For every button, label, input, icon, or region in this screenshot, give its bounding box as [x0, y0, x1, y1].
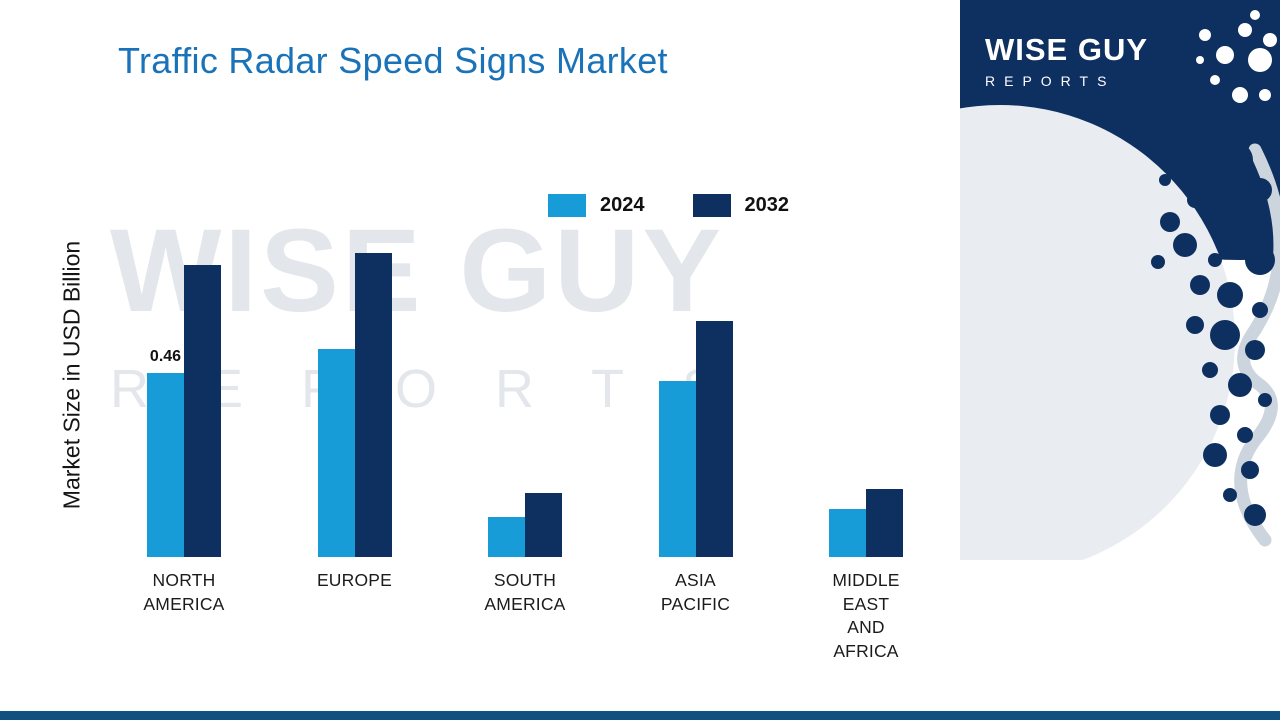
brand-logo: WISE GUY REPORTS — [985, 34, 1148, 88]
category-label: NORTH AMERICA — [143, 570, 225, 614]
bar-2032-asia — [695, 321, 733, 557]
legend-label: 2024 — [600, 194, 645, 216]
category-group: ASIA PACIFIC — [617, 321, 775, 614]
legend-item-2032: 2032 — [692, 194, 790, 217]
bar-2032-north — [184, 265, 221, 557]
category-group: SOUTH AMERICA — [446, 493, 604, 614]
dot-pattern-navy — [1151, 136, 1275, 526]
bar-2032-south — [525, 493, 562, 557]
bar-2024-asia — [658, 381, 696, 557]
bar-2032-europe — [354, 253, 392, 557]
bar-pair — [658, 321, 733, 557]
chart-legend: 2024 2032 — [548, 194, 789, 217]
bar-groups: 0.46 NORTH AMERICA EUROPE SOUTH AMERICA ASIA… — [105, 253, 945, 661]
category-label: EUROPE — [316, 570, 393, 590]
decorative-corner-graphic — [960, 0, 1280, 560]
y-axis-label: Market Size in USD Billion — [58, 240, 85, 510]
bar-2024-middle — [829, 509, 866, 557]
category-group: EUROPE — [276, 253, 434, 590]
category-label: ASIA PACIFIC — [660, 570, 731, 614]
legend-swatch — [692, 194, 731, 217]
bottom-accent-bar — [0, 711, 1280, 720]
bar-pair — [829, 489, 903, 557]
bar-pair — [317, 253, 392, 557]
bar-2024-south — [488, 517, 525, 557]
category-group: 0.46 NORTH AMERICA — [105, 265, 263, 614]
legend-label: 2032 — [744, 194, 790, 216]
legend-swatch — [548, 194, 586, 217]
dot-pattern-white — [1196, 10, 1277, 103]
category-group: MIDDLE EAST AND AFRICA — [787, 489, 945, 661]
legend-item-2024: 2024 — [548, 194, 645, 217]
page-title: Traffic Radar Speed Signs Market — [118, 40, 668, 81]
brand-reports-line: REPORTS — [985, 73, 1116, 89]
brand-name: WISE GUY — [985, 32, 1149, 67]
bar-pair: 0.46 — [147, 265, 221, 557]
bar-2032-middle — [866, 489, 903, 557]
bar-2024-north: 0.46 — [147, 348, 184, 557]
bar-2024-europe — [317, 349, 355, 557]
bar-value-label: 0.46 — [149, 348, 182, 365]
category-label: SOUTH AMERICA — [484, 570, 566, 614]
category-label: MIDDLE EAST AND AFRICA — [832, 570, 900, 661]
bar-pair — [488, 493, 562, 557]
bar-chart: 0.46 NORTH AMERICA EUROPE SOUTH AMERICA ASIA… — [105, 253, 945, 661]
